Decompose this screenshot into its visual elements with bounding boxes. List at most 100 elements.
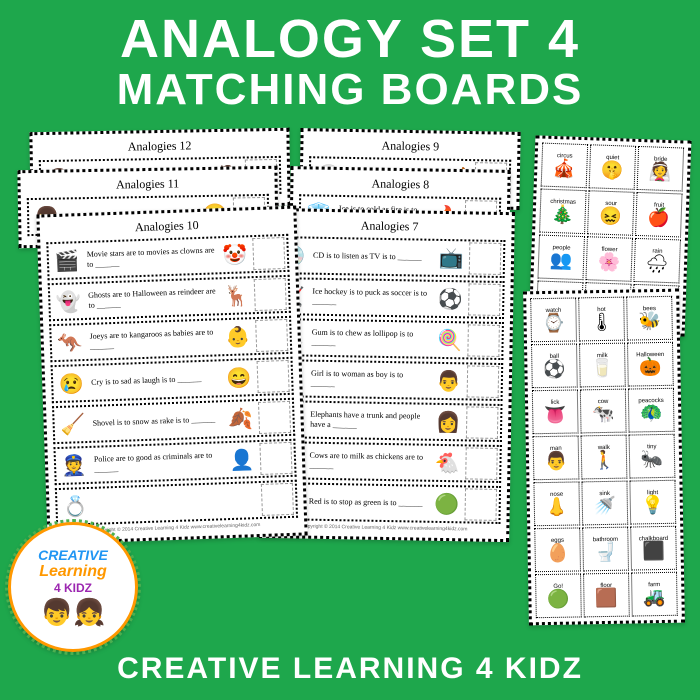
- analogy-row: 🦘Joeys are to kangaroos as babies are to…: [49, 316, 292, 362]
- answer-blank: [258, 401, 291, 434]
- row-icon: 🍂: [224, 402, 257, 435]
- row-text: Movie stars are to movies as clowns are …: [83, 246, 220, 270]
- row-icon: 💍: [59, 490, 92, 523]
- cell-icon: 🎃: [639, 358, 662, 376]
- title-line-2: MATCHING BOARDS: [0, 68, 700, 112]
- grid-cell: milk🥛: [579, 343, 626, 388]
- answer-blank: [467, 365, 500, 398]
- sheet-title: Analogies 9: [309, 137, 511, 156]
- grid-cell: sour😖: [587, 190, 635, 236]
- title-line-1: ANALOGY SET 4: [0, 12, 700, 66]
- grid-cell: ball⚽: [531, 343, 578, 388]
- row-icon: 🧹: [56, 408, 89, 441]
- logo-text-3: 4 KIDZ: [54, 581, 92, 595]
- answer-grid-2: watch⌚hot🌡bees🐝ball⚽milk🥛Halloween🎃lick👅…: [523, 289, 685, 626]
- grid-cell: cow🐄: [580, 389, 627, 434]
- answer-blank: [466, 406, 499, 439]
- cell-icon: ⌚: [542, 314, 565, 332]
- row-text: Police are to good as criminals are to _…: [90, 451, 227, 475]
- answer-blank: [469, 242, 502, 275]
- cell-icon: 😖: [599, 207, 622, 226]
- grid-cell: fruit🍎: [635, 192, 683, 238]
- answer-blank: [252, 237, 285, 270]
- grid-cell: eggs🥚: [534, 527, 581, 572]
- grid-cell: watch⌚: [530, 297, 577, 342]
- row-text: Cows are to milk as chickens are to ____…: [305, 451, 431, 472]
- row-text: Gum is to chew as lollipop is to ______: [307, 328, 433, 349]
- grid-cell: sink🚿: [581, 481, 628, 526]
- row-icon: 🦘: [53, 326, 86, 359]
- logo-kids-icon: 👦👧: [41, 597, 106, 628]
- row-icon: 🐔: [431, 447, 464, 480]
- row-icon: 😄: [223, 361, 256, 394]
- sheet-10: Analogies 10 🎬Movie stars are to movies …: [36, 206, 307, 545]
- row-text: Girl is to woman as boy is to ______: [307, 369, 433, 390]
- analogy-row: 🎬Movie stars are to movies as clowns are…: [46, 234, 289, 280]
- cell-icon: 👅: [544, 406, 567, 424]
- row-icon: ⚽: [434, 283, 467, 316]
- cell-icon: 🌧: [645, 254, 668, 273]
- cell-icon: ⚽: [543, 360, 566, 378]
- cell-icon: 🍎: [647, 208, 670, 227]
- row-icon: 👤: [225, 443, 258, 476]
- cell-icon: ⬛: [642, 542, 665, 560]
- row-icon: 👻: [52, 285, 85, 318]
- grid-cell: circus🎪: [541, 143, 589, 189]
- row-text: Joeys are to kangaroos as babies are to …: [85, 328, 222, 352]
- cell-icon: 🥛: [591, 359, 614, 377]
- row-icon: 👨: [433, 365, 466, 398]
- analogy-row: 👮Police are to good as criminals are to …: [53, 439, 296, 485]
- answer-blank: [261, 483, 294, 516]
- sheet-title: Analogies 7: [273, 217, 505, 236]
- cell-icon: 👃: [545, 498, 568, 516]
- analogy-row: 💿CD is to listen as TV is to ______📺: [273, 236, 506, 278]
- grid-cell: light💡: [629, 480, 676, 525]
- row-text: CD is to listen as TV is to ______: [309, 251, 435, 263]
- logo-text-2: Learning: [39, 563, 107, 581]
- cell-icon: 👰: [649, 162, 672, 181]
- row-text: Ice hockey is to puck as soccer is to __…: [308, 287, 434, 308]
- row-icon: 👶: [221, 320, 254, 353]
- sheet-title: Analogies 8: [299, 175, 501, 194]
- grid-cell: lick👅: [532, 389, 579, 434]
- cell-icon: 🟢: [547, 590, 570, 608]
- cell-icon: 👥: [550, 251, 573, 270]
- row-icon: 👩: [432, 406, 465, 439]
- cell-icon: 🎄: [551, 205, 574, 224]
- grid-cell: farm🚜: [631, 572, 678, 617]
- analogy-row: 🧹Shovel is to snow as rake is to ______🍂: [52, 398, 295, 444]
- grid-cell: floor🟫: [583, 573, 630, 618]
- brand-logo: CREATIVE Learning 4 KIDZ 👦👧: [8, 522, 138, 652]
- answer-blank: [468, 283, 501, 316]
- answer-blank: [464, 488, 497, 521]
- row-icon: 🍭: [433, 324, 466, 357]
- grid-cell: bathroom🚽: [582, 527, 629, 572]
- answer-blank: [259, 442, 292, 475]
- cell-icon: 👨: [545, 452, 568, 470]
- answer-blank: [254, 278, 287, 311]
- analogy-row: 🐘Elephants have a trunk and people have …: [270, 400, 503, 442]
- row-text: [92, 501, 228, 506]
- row-text: Elephants have a trunk and people have a…: [306, 410, 432, 431]
- row-icon: 😢: [55, 367, 88, 400]
- row-icon: 🎬: [50, 244, 83, 277]
- analogy-row: 💍: [55, 480, 298, 526]
- cell-icon: 🌸: [598, 253, 621, 272]
- analogy-row: 🍬Gum is to chew as lollipop is to ______…: [271, 318, 504, 360]
- row-icon: 🟢: [430, 488, 463, 521]
- cell-icon: 🚽: [594, 543, 617, 561]
- grid-cell: flower🌸: [585, 236, 633, 282]
- row-text: Ghosts are to Halloween as reindeer are …: [84, 287, 221, 311]
- cell-icon: 🤫: [601, 161, 624, 180]
- cell-icon: 🌡: [590, 313, 613, 331]
- cell-icon: 🟫: [595, 589, 618, 607]
- footer: CREATIVE LEARNING 4 KIDZ: [0, 638, 700, 700]
- footer-text: CREATIVE LEARNING 4 KIDZ: [0, 652, 700, 686]
- row-icon: 👮: [58, 449, 91, 482]
- cell-icon: 🚿: [593, 497, 616, 515]
- row-icon: 🤡: [218, 238, 251, 271]
- answer-blank: [465, 447, 498, 480]
- cell-icon: 🚶: [593, 451, 616, 469]
- sheet-title: Analogies 12: [38, 137, 280, 156]
- row-text: Red is to stop as green is to ______: [305, 497, 431, 509]
